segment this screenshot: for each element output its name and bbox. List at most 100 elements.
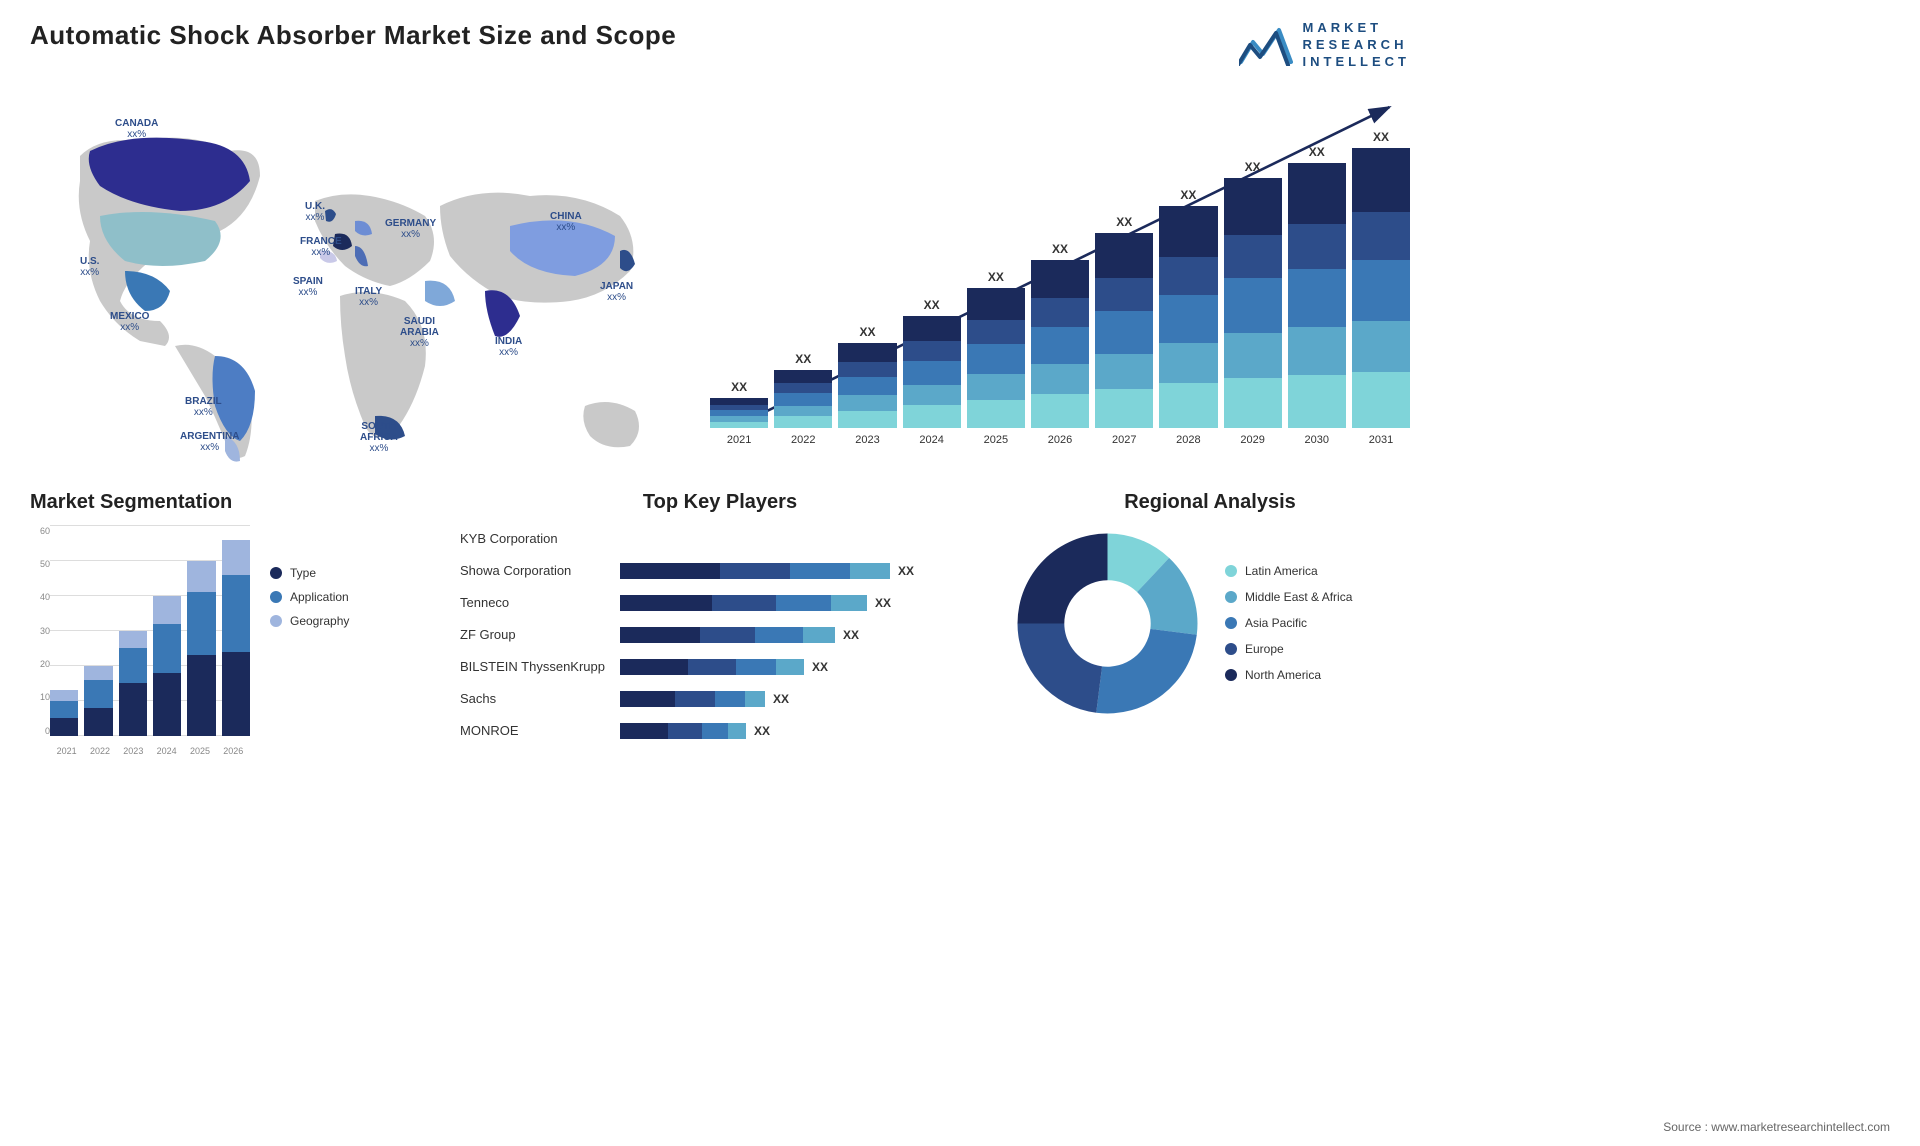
growth-segment (967, 400, 1025, 428)
player-segment (776, 659, 804, 675)
seg-ytick: 10 (30, 692, 50, 702)
growth-segment (838, 362, 896, 376)
growth-chart-panel: XX2021XX2022XX2023XX2024XX2025XX2026XX20… (710, 86, 1410, 466)
legend-swatch-icon (1225, 591, 1237, 603)
growth-segment (967, 374, 1025, 399)
player-bar (620, 563, 890, 579)
growth-segment (903, 341, 961, 360)
seg-ytick: 50 (30, 559, 50, 569)
seg-bar-2026 (222, 540, 250, 736)
growth-segment (1095, 278, 1153, 311)
seg-ytick: 20 (30, 659, 50, 669)
map-label-india: INDIAxx% (495, 336, 522, 358)
growth-segment (1352, 212, 1410, 260)
growth-bar-2026: XX2026 (1031, 242, 1089, 446)
growth-segment (1224, 178, 1282, 236)
seg-segment (222, 540, 250, 575)
growth-bar-value: XX (1309, 145, 1325, 159)
player-segment (736, 659, 776, 675)
growth-bar-year: 2029 (1240, 434, 1264, 446)
map-label-spain: SPAINxx% (293, 276, 323, 298)
growth-segment (710, 410, 768, 417)
key-players-panel: Top Key Players KYB CorporationShowa Cor… (460, 491, 980, 756)
legend-label: Type (290, 566, 316, 580)
player-bar-wrap: XX (620, 595, 980, 611)
world-map-panel: CANADAxx%U.S.xx%MEXICOxx%BRAZILxx%ARGENT… (30, 86, 680, 466)
map-label-germany: GERMANYxx% (385, 218, 436, 240)
legend-label: Application (290, 590, 349, 604)
seg-ytick: 0 (30, 726, 50, 736)
seg-segment (153, 673, 181, 736)
seg-segment (222, 575, 250, 652)
seg-segment (50, 718, 78, 736)
legend-label: Asia Pacific (1245, 616, 1307, 630)
growth-segment (1288, 224, 1346, 269)
growth-bar-2027: XX2027 (1095, 215, 1153, 446)
legend-label: Latin America (1245, 564, 1318, 578)
map-label-canada: CANADAxx% (115, 118, 158, 140)
donut-legend-item: Asia Pacific (1225, 616, 1352, 630)
growth-bar-year: 2022 (791, 434, 815, 446)
growth-bar-year: 2024 (919, 434, 943, 446)
growth-segment (710, 398, 768, 405)
player-bar-wrap: XX (620, 563, 980, 579)
growth-segment (1224, 378, 1282, 428)
player-value: XX (754, 724, 770, 738)
growth-segment (1159, 295, 1217, 344)
donut-slice-asia-pacific (1096, 629, 1197, 714)
player-segment (728, 723, 746, 739)
player-segment (755, 627, 803, 643)
key-players-title: Top Key Players (460, 491, 980, 514)
map-label-southafrica: SOUTHAFRICAxx% (360, 421, 398, 454)
growth-segment (1095, 233, 1153, 278)
legend-label: Geography (290, 614, 349, 628)
legend-swatch-icon (1225, 565, 1237, 577)
player-bar-wrap: XX (620, 691, 980, 707)
growth-segment (1031, 327, 1089, 364)
player-segment (720, 563, 790, 579)
player-value: XX (843, 628, 859, 642)
seg-bar-2022 (84, 666, 112, 736)
seg-bar-2023 (119, 631, 147, 736)
growth-segment (838, 377, 896, 396)
seg-segment (84, 666, 112, 680)
map-label-china: CHINAxx% (550, 211, 582, 233)
growth-bar-value: XX (1373, 130, 1389, 144)
player-segment (620, 659, 688, 675)
seg-legend-item: Application (270, 590, 349, 604)
seg-segment (153, 624, 181, 673)
seg-segment (119, 631, 147, 649)
player-name: Showa Corporation (460, 563, 610, 578)
player-name: Tenneco (460, 595, 610, 610)
player-bar (620, 691, 765, 707)
growth-segment (774, 393, 832, 406)
player-value: XX (875, 596, 891, 610)
seg-bar-2024 (153, 596, 181, 736)
growth-segment (774, 383, 832, 393)
player-segment (831, 595, 867, 611)
seg-segment (84, 708, 112, 736)
growth-bar-2025: XX2025 (967, 270, 1025, 446)
player-bar-wrap: XX (620, 659, 980, 675)
donut-slice-europe (1018, 623, 1103, 712)
growth-segment (774, 406, 832, 416)
growth-bar-year: 2028 (1176, 434, 1200, 446)
seg-ytick: 60 (30, 526, 50, 536)
player-row: MONROEXX (460, 718, 980, 744)
growth-bar-2030: XX2030 (1288, 145, 1346, 446)
seg-xlabel: 2021 (57, 746, 77, 756)
growth-segment (1095, 311, 1153, 354)
player-value: XX (812, 660, 828, 674)
seg-segment (153, 596, 181, 624)
growth-segment (1095, 354, 1153, 389)
growth-segment (1288, 163, 1346, 224)
seg-xlabel: 2024 (157, 746, 177, 756)
donut-slice-north-america (1018, 533, 1108, 623)
player-segment (620, 691, 675, 707)
player-segment (620, 627, 700, 643)
seg-xlabel: 2026 (223, 746, 243, 756)
legend-swatch-icon (1225, 643, 1237, 655)
seg-bar-2025 (187, 561, 215, 736)
seg-segment (119, 683, 147, 736)
growth-segment (838, 411, 896, 428)
